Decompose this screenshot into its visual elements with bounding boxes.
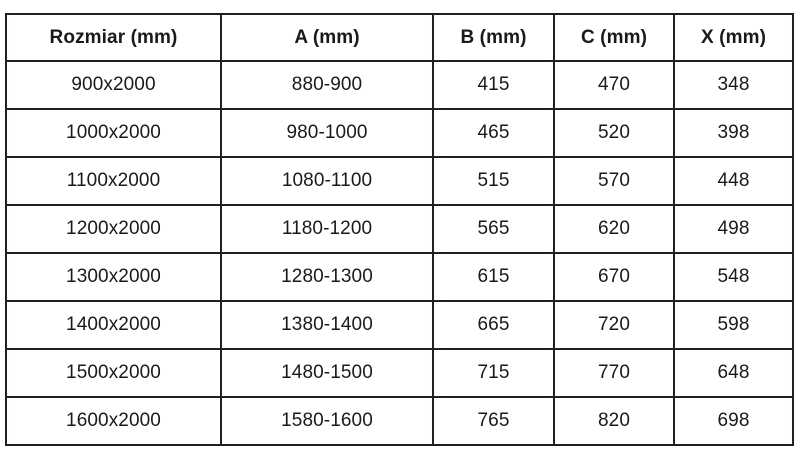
cell-x: 348 [673, 60, 794, 110]
cell-size: 1000x2000 [5, 108, 222, 158]
header-row: Rozmiar (mm) A (mm) B (mm) C (mm) X (mm) [5, 13, 794, 62]
cell-size: 1600x2000 [5, 396, 222, 446]
cell-size: 1200x2000 [5, 204, 222, 254]
column-header-x: X (mm) [673, 13, 794, 62]
cell-b: 715 [432, 348, 555, 398]
cell-b: 565 [432, 204, 555, 254]
table-row: 1400x2000 1380-1400 665 720 598 [5, 300, 794, 350]
table-header: Rozmiar (mm) A (mm) B (mm) C (mm) X (mm) [5, 13, 794, 62]
cell-x: 448 [673, 156, 794, 206]
table-row: 1600x2000 1580-1600 765 820 698 [5, 396, 794, 446]
cell-x: 548 [673, 252, 794, 302]
column-header-size: Rozmiar (mm) [5, 13, 222, 62]
cell-c: 570 [553, 156, 675, 206]
dimension-table: Rozmiar (mm) A (mm) B (mm) C (mm) X (mm) 900… [5, 13, 794, 446]
column-header-a: A (mm) [220, 13, 434, 62]
cell-c: 520 [553, 108, 675, 158]
cell-a: 1080-1100 [220, 156, 434, 206]
cell-c: 470 [553, 60, 675, 110]
table-row: 1100x2000 1080-1100 515 570 448 [5, 156, 794, 206]
cell-a: 1280-1300 [220, 252, 434, 302]
column-header-c: C (mm) [553, 13, 675, 62]
cell-b: 665 [432, 300, 555, 350]
cell-x: 698 [673, 396, 794, 446]
cell-b: 515 [432, 156, 555, 206]
cell-c: 820 [553, 396, 675, 446]
column-header-b: B (mm) [432, 13, 555, 62]
cell-b: 765 [432, 396, 555, 446]
cell-size: 1300x2000 [5, 252, 222, 302]
table-row: 1500x2000 1480-1500 715 770 648 [5, 348, 794, 398]
table-row: 1000x2000 980-1000 465 520 398 [5, 108, 794, 158]
cell-a: 880-900 [220, 60, 434, 110]
cell-a: 1580-1600 [220, 396, 434, 446]
cell-b: 615 [432, 252, 555, 302]
cell-c: 770 [553, 348, 675, 398]
cell-b: 465 [432, 108, 555, 158]
cell-size: 1400x2000 [5, 300, 222, 350]
cell-x: 398 [673, 108, 794, 158]
cell-size: 1100x2000 [5, 156, 222, 206]
table-row: 1300x2000 1280-1300 615 670 548 [5, 252, 794, 302]
table-row: 1200x2000 1180-1200 565 620 498 [5, 204, 794, 254]
table-row: 900x2000 880-900 415 470 348 [5, 60, 794, 110]
cell-a: 980-1000 [220, 108, 434, 158]
cell-c: 720 [553, 300, 675, 350]
cell-a: 1180-1200 [220, 204, 434, 254]
cell-c: 670 [553, 252, 675, 302]
cell-b: 415 [432, 60, 555, 110]
cell-size: 1500x2000 [5, 348, 222, 398]
table-body: 900x2000 880-900 415 470 348 1000x2000 980-100… [5, 60, 794, 446]
cell-c: 620 [553, 204, 675, 254]
cell-a: 1380-1400 [220, 300, 434, 350]
cell-a: 1480-1500 [220, 348, 434, 398]
cell-x: 498 [673, 204, 794, 254]
cell-size: 900x2000 [5, 60, 222, 110]
cell-x: 598 [673, 300, 794, 350]
cell-x: 648 [673, 348, 794, 398]
